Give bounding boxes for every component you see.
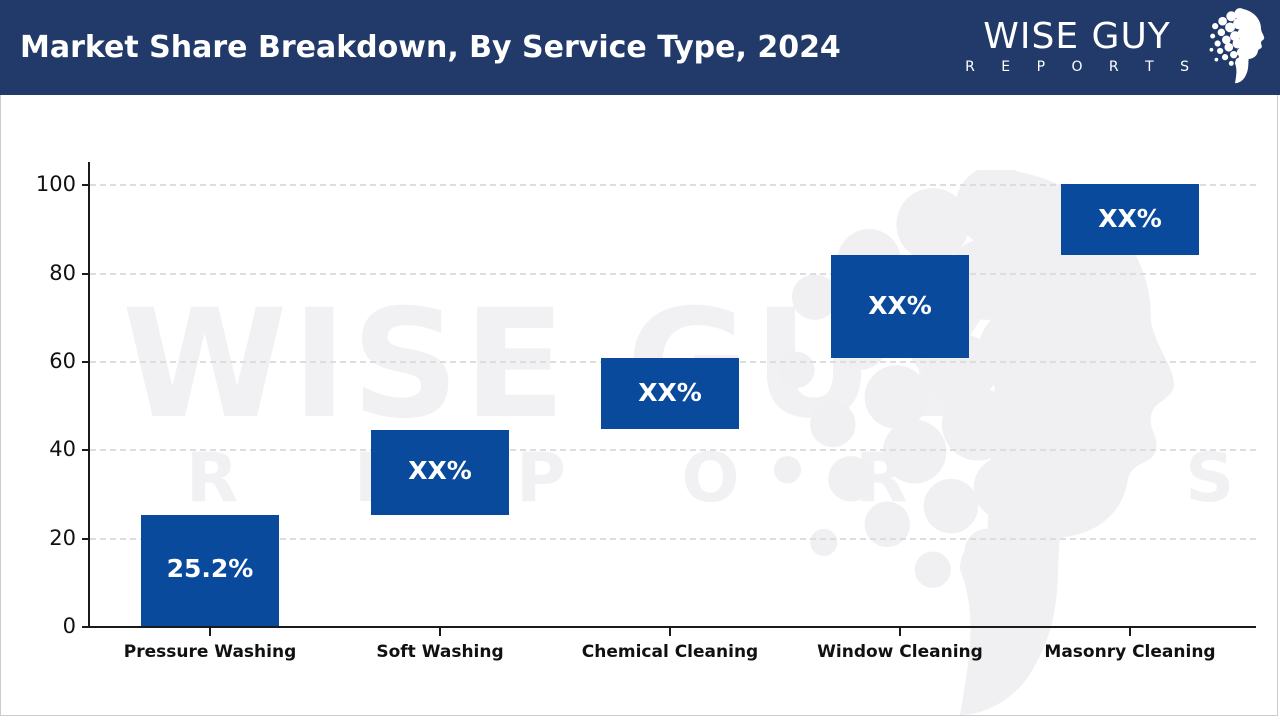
x-category-label: Window Cleaning xyxy=(817,642,983,662)
x-tick xyxy=(439,628,441,636)
x-tick xyxy=(1129,628,1131,636)
y-tick xyxy=(82,272,89,275)
y-gridline xyxy=(90,272,1256,275)
y-tick xyxy=(82,360,89,363)
y-tick-label: 80 xyxy=(49,260,76,285)
y-tick xyxy=(82,537,89,540)
y-tick xyxy=(82,626,89,628)
y-tick-label: 60 xyxy=(49,348,76,373)
y-axis-line xyxy=(88,162,90,628)
x-category-label: Soft Washing xyxy=(376,642,504,662)
page-title: Market Share Breakdown, By Service Type,… xyxy=(20,30,841,65)
y-tick-label: 0 xyxy=(62,614,76,638)
bar-value-label: XX% xyxy=(408,456,472,486)
brand-text: WISE GUY R E P O R T S xyxy=(954,15,1200,76)
header-banner: Market Share Breakdown, By Service Type,… xyxy=(0,0,1280,95)
y-tick-label: 100 xyxy=(35,172,76,197)
bar-value-label: XX% xyxy=(1098,203,1162,233)
bar-value-label: 25.2% xyxy=(166,554,254,584)
y-tick xyxy=(82,449,89,452)
y-gridline xyxy=(90,184,1256,187)
x-tick xyxy=(899,628,901,636)
bar xyxy=(1061,184,1199,256)
x-category-label: Chemical Cleaning xyxy=(581,642,759,662)
brand-logo-subtitle: R E P O R T S xyxy=(965,58,1200,75)
y-tick-label: 20 xyxy=(49,525,76,550)
x-category-label: Pressure Washing xyxy=(123,642,297,662)
brand-logo: WISE GUY R E P O R T S xyxy=(954,8,1266,84)
y-gridline xyxy=(90,537,1256,540)
x-axis-line xyxy=(88,626,1256,628)
x-tick xyxy=(669,628,671,636)
brand-logo-title: WISE GUY xyxy=(983,15,1171,57)
bar-value-label: XX% xyxy=(638,377,702,407)
y-gridline xyxy=(90,449,1256,452)
bar xyxy=(831,255,969,358)
bar-value-label: XX% xyxy=(868,290,932,320)
y-tick xyxy=(82,184,89,187)
x-tick xyxy=(209,628,211,636)
wiseguy-face-icon xyxy=(1209,8,1265,84)
x-category-label: Masonry Cleaning xyxy=(1044,642,1216,662)
bar xyxy=(141,514,279,626)
bar xyxy=(601,357,739,430)
bar xyxy=(371,429,509,515)
y-tick-label: 40 xyxy=(49,437,76,462)
chart-area: WISE GUY R E P O R T S 0 20 40 60 80 100 25.2%… xyxy=(0,95,1280,720)
